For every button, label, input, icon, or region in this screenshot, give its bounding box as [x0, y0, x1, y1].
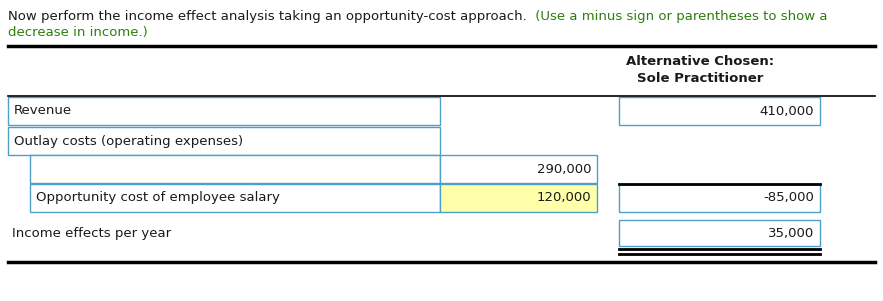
Bar: [30, 155, 440, 183]
Text: 120,000: 120,000: [536, 191, 591, 204]
Text: Opportunity cost of employee salary: Opportunity cost of employee salary: [36, 191, 280, 204]
Text: -85,000: -85,000: [763, 191, 814, 204]
Text: Income effects per year: Income effects per year: [12, 226, 171, 240]
Text: Outlay costs (operating expenses): Outlay costs (operating expenses): [14, 135, 243, 147]
Bar: [619, 220, 820, 246]
Text: decrease in income.): decrease in income.): [8, 26, 147, 39]
Bar: [440, 155, 597, 183]
Bar: [8, 97, 440, 125]
Bar: [619, 184, 820, 212]
Bar: [440, 184, 597, 212]
Text: 35,000: 35,000: [767, 226, 814, 240]
Text: Sole Practitioner: Sole Practitioner: [637, 72, 763, 85]
Text: 410,000: 410,000: [759, 104, 814, 117]
Text: Revenue: Revenue: [14, 104, 72, 117]
Bar: [8, 127, 440, 155]
Text: (Use a minus sign or parentheses to show a: (Use a minus sign or parentheses to show…: [531, 10, 827, 23]
Bar: [619, 97, 820, 125]
Text: Now perform the income effect analysis taking an opportunity-cost approach.: Now perform the income effect analysis t…: [8, 10, 527, 23]
Text: 290,000: 290,000: [537, 163, 591, 175]
Bar: [30, 184, 440, 212]
Text: Alternative Chosen:: Alternative Chosen:: [626, 55, 774, 68]
